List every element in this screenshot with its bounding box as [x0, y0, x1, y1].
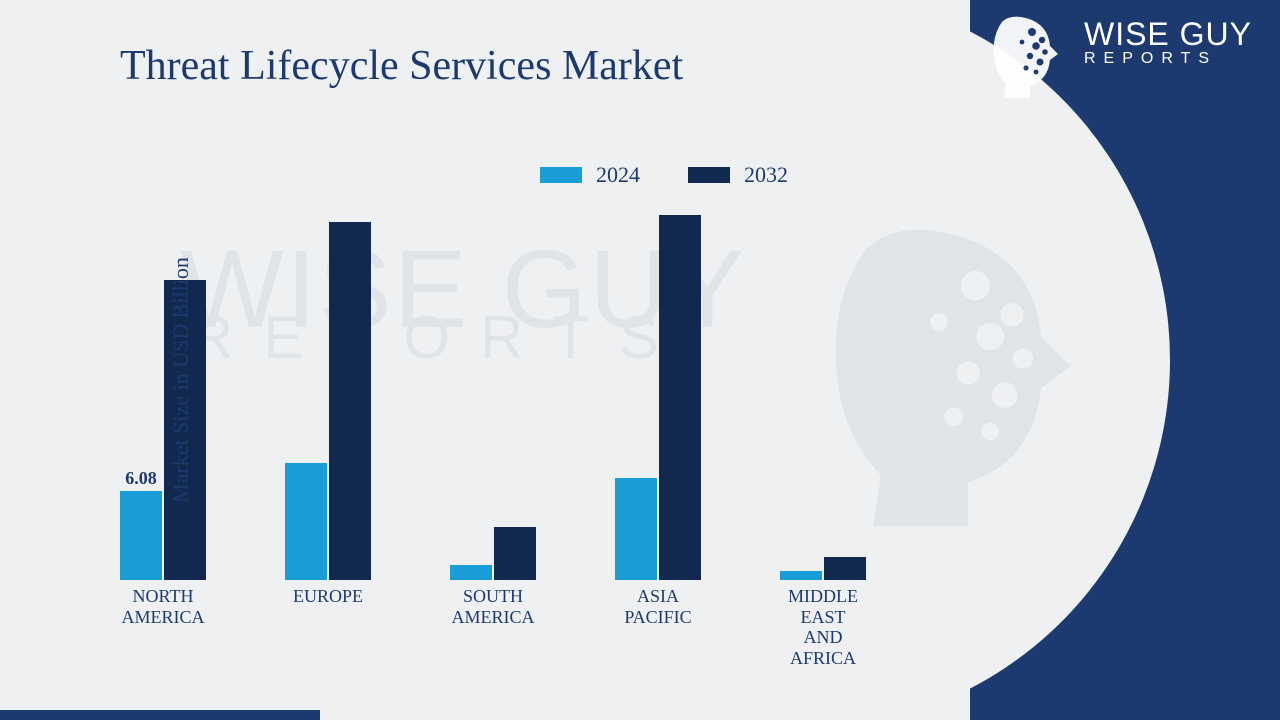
legend-item-2032: 2032: [688, 162, 788, 188]
chart-title: Threat Lifecycle Services Market: [120, 42, 683, 90]
legend-swatch-2032: [688, 167, 730, 183]
legend-swatch-2024: [540, 167, 582, 183]
legend-label-2032: 2032: [744, 162, 788, 188]
x-tick-label: SOUTHAMERICA: [423, 580, 563, 627]
bar-2032: [329, 222, 371, 580]
bar-group: SOUTHAMERICA: [450, 527, 536, 580]
brand-logo: WISE GUY REPORTS: [1084, 18, 1252, 68]
bar-2032: [659, 215, 701, 580]
bar-2024: [450, 565, 492, 580]
legend-label-2024: 2024: [596, 162, 640, 188]
bar-group: ASIAPACIFIC: [615, 215, 701, 580]
brand-name-line1: WISE GUY: [1084, 18, 1252, 50]
bar-group: EUROPE: [285, 222, 371, 580]
bar-2024: [285, 463, 327, 580]
x-tick-label: EUROPE: [258, 580, 398, 607]
bar-value-label: 6.08: [120, 468, 162, 491]
bar-2024: [780, 571, 822, 580]
bar-2032: [824, 557, 866, 580]
logo-head-icon: [990, 14, 1060, 99]
legend: 2024 2032: [540, 162, 788, 188]
x-tick-label: ASIAPACIFIC: [588, 580, 728, 627]
bottom-accent-bar: [0, 710, 320, 720]
bar-2024: 6.08: [120, 491, 162, 580]
x-tick-label: NORTHAMERICA: [93, 580, 233, 627]
legend-item-2024: 2024: [540, 162, 640, 188]
x-tick-label: MIDDLEEASTANDAFRICA: [753, 580, 893, 669]
bar-chart: 6.08NORTHAMERICAEUROPESOUTHAMERICAASIAPA…: [100, 200, 930, 580]
bar-2024: [615, 478, 657, 580]
brand-name-line2: REPORTS: [1084, 50, 1252, 68]
bar-group: MIDDLEEASTANDAFRICA: [780, 557, 866, 580]
bar-2032: [494, 527, 536, 580]
y-axis-label: Market Size in USD Billion: [168, 257, 194, 503]
plot-area: 6.08NORTHAMERICAEUROPESOUTHAMERICAASIAPA…: [100, 200, 930, 580]
